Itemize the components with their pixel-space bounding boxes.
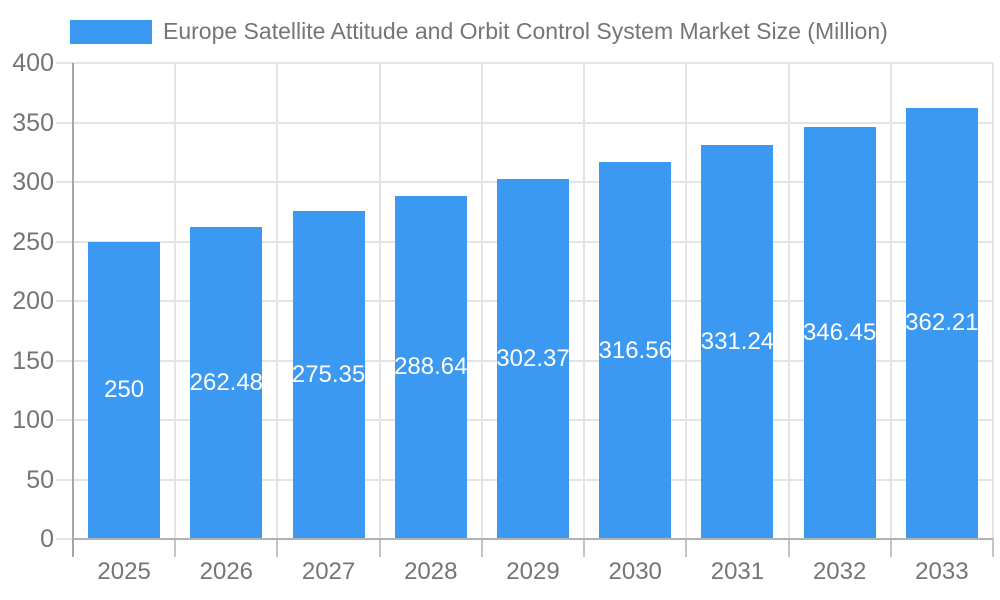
x-gridline <box>992 63 994 539</box>
x-axis-tick <box>583 539 586 557</box>
y-gridline <box>56 62 993 64</box>
bar-2025[interactable] <box>88 241 161 538</box>
y-axis-tick-label: 300 <box>12 168 54 196</box>
y-axis-tick-label: 250 <box>12 227 54 256</box>
y-axis-tick-label: 50 <box>26 465 54 494</box>
x-axis-tick-label: 2032 <box>812 558 867 585</box>
x-axis-tick <box>480 539 483 557</box>
x-axis-tick <box>787 539 790 557</box>
legend-swatch <box>70 19 152 44</box>
bar-2029[interactable] <box>497 179 569 538</box>
bar-2026[interactable] <box>190 226 263 538</box>
x-gridline <box>787 63 790 539</box>
x-gridline <box>889 63 892 539</box>
x-axis-tick <box>174 539 177 557</box>
legend-label: Europe Satellite Attitude and Orbit Cont… <box>163 18 888 44</box>
x-gridline <box>685 63 688 539</box>
x-axis-tick <box>276 539 279 557</box>
x-gridline <box>276 63 279 539</box>
bar-2027[interactable] <box>292 211 365 538</box>
bar-2032[interactable] <box>803 126 876 538</box>
y-axis-line <box>72 63 74 557</box>
y-axis-tick-label: 400 <box>12 49 54 77</box>
x-axis-tick-label: 2026 <box>199 558 254 585</box>
x-axis-tick <box>889 539 892 557</box>
x-gridline <box>480 63 483 539</box>
y-axis-tick-label: 0 <box>40 525 54 553</box>
x-gridline <box>583 63 586 539</box>
x-axis-tick-label: 2025 <box>97 558 151 585</box>
x-axis-tick-label: 2031 <box>710 558 765 585</box>
bar-2028[interactable] <box>394 195 467 538</box>
x-axis-tick-label: 2027 <box>301 558 356 585</box>
y-axis-tick-label: 350 <box>12 108 54 137</box>
x-gridline <box>174 63 177 539</box>
x-gridline <box>378 63 381 539</box>
bar-2033[interactable] <box>905 107 978 538</box>
bar-2030[interactable] <box>599 162 672 538</box>
x-axis-line <box>73 538 993 540</box>
x-axis-tick <box>992 539 994 557</box>
y-axis-tick-label: 150 <box>12 346 54 375</box>
y-axis-tick-label: 100 <box>12 406 54 434</box>
x-axis-tick-label: 2029 <box>506 558 560 585</box>
y-axis-tick-label: 200 <box>12 287 54 315</box>
bar-2031[interactable] <box>701 144 774 538</box>
x-axis-tick <box>378 539 381 557</box>
x-axis-tick-label: 2030 <box>608 558 662 585</box>
x-axis-tick-label: 2028 <box>404 558 458 585</box>
x-axis-tick-label: 2033 <box>915 558 969 585</box>
legend[interactable]: Europe Satellite Attitude and Orbit Cont… <box>70 18 888 45</box>
x-axis-tick <box>685 539 688 557</box>
y-gridline <box>56 121 993 124</box>
